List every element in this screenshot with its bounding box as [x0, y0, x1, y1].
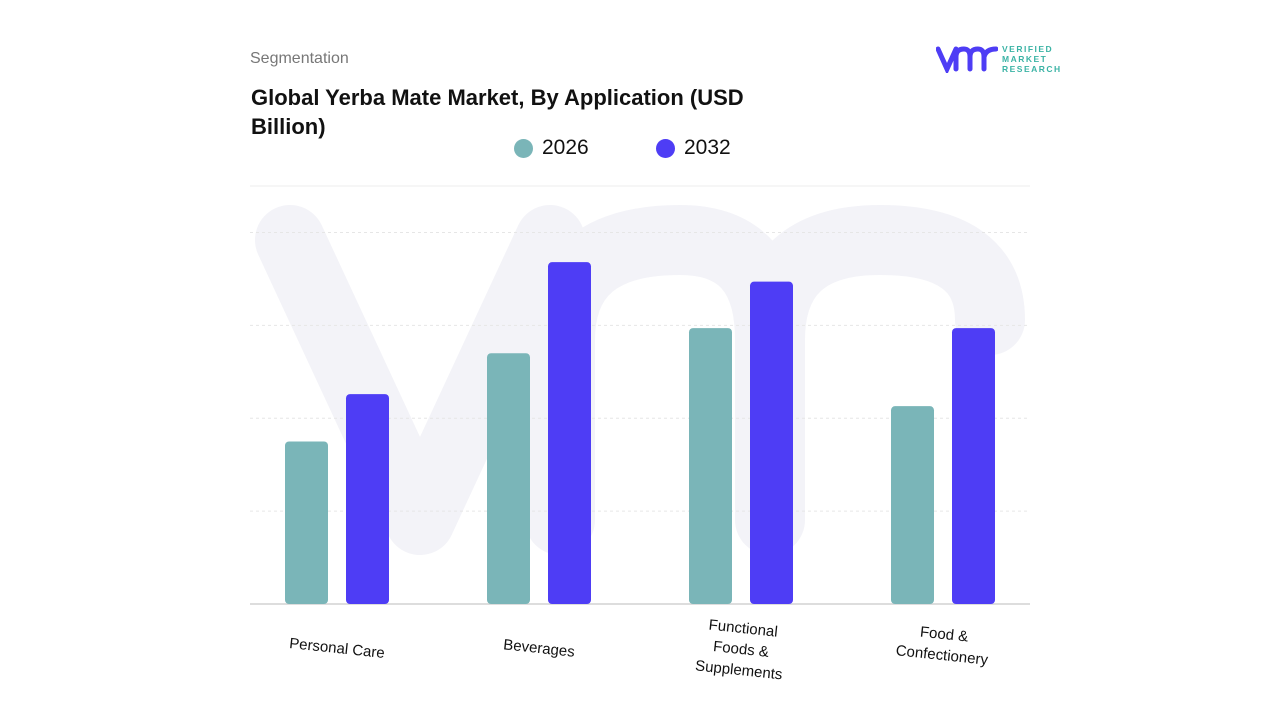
chart-title: Global Yerba Mate Market, By Application… — [251, 85, 744, 139]
watermark-logo-icon — [255, 205, 1025, 555]
bar-2026-0 — [285, 441, 328, 604]
bar-2032-1 — [548, 262, 591, 604]
bar-2032-3 — [952, 328, 995, 604]
legend-swatch-2032 — [656, 138, 675, 158]
logo-line3: RESEARCH — [1002, 64, 1062, 74]
bar-2026-1 — [487, 353, 530, 604]
legend-label-2026: 2026 — [542, 136, 589, 159]
legend-item-2026: 2026 — [514, 136, 589, 160]
bar-2026-3 — [891, 406, 934, 604]
bar-2032-0 — [346, 394, 389, 604]
logo-line1: VERIFIED — [1002, 44, 1054, 54]
bar-2026-2 — [689, 328, 732, 604]
legend-item-2032: 2032 — [656, 136, 731, 160]
vmr-logo: VERIFIED MARKET RESEARCH — [936, 44, 1062, 74]
bar-2032-2 — [750, 281, 793, 604]
legend-label-2032: 2032 — [684, 136, 731, 159]
segment-label: Segmentation — [250, 50, 349, 67]
logo-line2: MARKET — [1002, 54, 1048, 64]
legend-swatch-2026 — [514, 138, 533, 158]
vmr-logo-mark-icon — [936, 46, 998, 73]
